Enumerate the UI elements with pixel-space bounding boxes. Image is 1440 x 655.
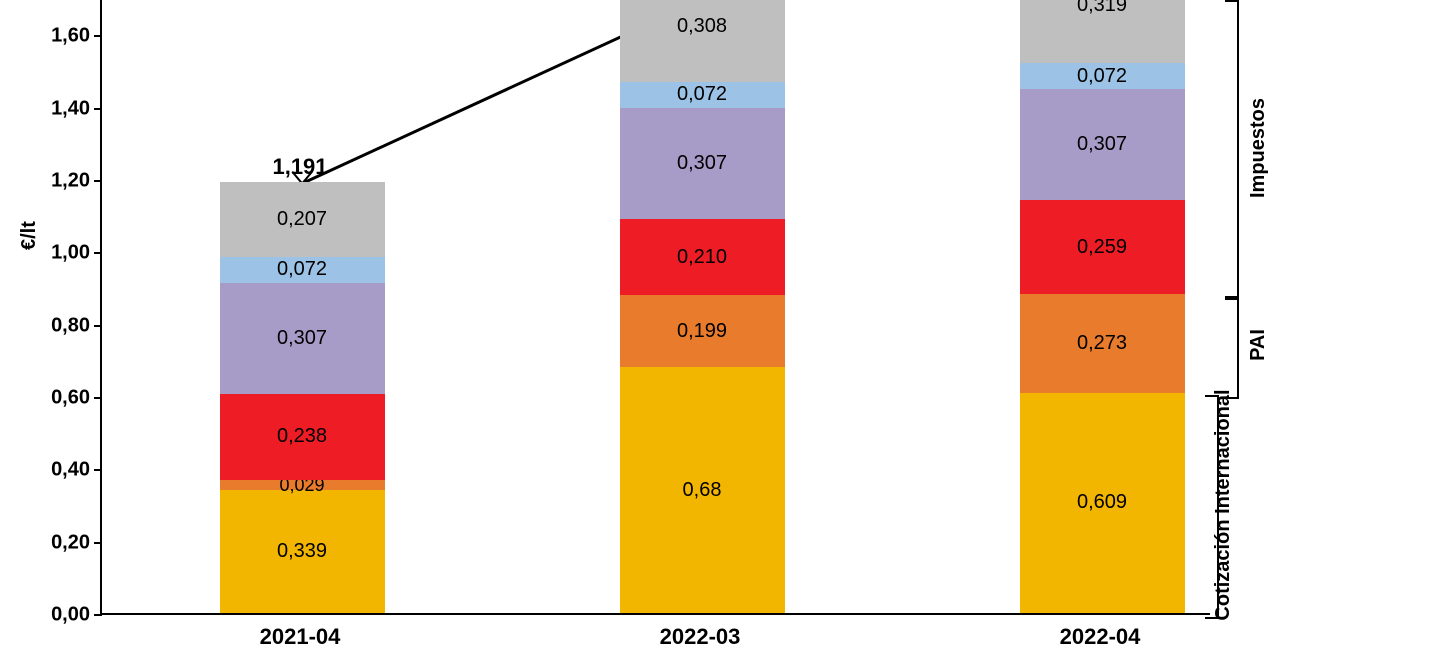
bar: 0,6090,2730,2590,3070,0720,319 <box>1020 0 1185 613</box>
bar-segment-pai_extra: 0,029 <box>220 480 385 490</box>
y-tick-mark <box>94 469 102 471</box>
y-tick-mark <box>94 325 102 327</box>
x-tick-label: 2022-04 <box>1060 624 1141 650</box>
bracket-label: Cotización Internacional <box>1212 389 1235 620</box>
bar-segment-purple: 0,307 <box>620 108 785 219</box>
bar: 0,3390,0290,2380,3070,0720,207 <box>220 182 385 613</box>
x-tick-label: 2022-03 <box>660 624 741 650</box>
bracket-label: PAI <box>1247 329 1270 361</box>
bar-segment-pai_extra: 0,199 <box>620 295 785 367</box>
stacked-bar-chart: €/lt 0,000,200,400,600,801,001,201,401,6… <box>0 0 1440 655</box>
bar-segment-iva: 0,207 <box>220 182 385 257</box>
x-tick-label: 2021-04 <box>260 624 341 650</box>
y-tick-mark <box>94 180 102 182</box>
bar-segment-cotizacion: 0,68 <box>620 367 785 613</box>
bar-segment-purple: 0,307 <box>220 283 385 394</box>
y-tick-mark <box>94 35 102 37</box>
bar-segment-red: 0,238 <box>220 394 385 480</box>
plot-area: 0,000,200,400,600,801,001,201,401,600,33… <box>100 0 1210 615</box>
bracket <box>1225 296 1239 399</box>
bar-segment-purple: 0,307 <box>1020 89 1185 200</box>
y-axis-label: €/lt <box>18 221 41 250</box>
bar-segment-iva: 0,319 <box>1020 0 1185 63</box>
bracket <box>1225 0 1239 300</box>
bar: 0,680,1990,2100,3070,0720,308 <box>620 0 785 613</box>
bar-segment-iva: 0,308 <box>620 0 785 82</box>
bar-segment-cotizacion: 0,609 <box>1020 393 1185 613</box>
bar-segment-red: 0,259 <box>1020 200 1185 294</box>
bar-segment-cotizacion: 0,339 <box>220 490 385 613</box>
y-tick-mark <box>94 108 102 110</box>
bar-segment-blue: 0,072 <box>1020 63 1185 89</box>
y-tick-mark <box>94 614 102 616</box>
bar-total-label: 1,191 <box>272 154 327 180</box>
y-tick-mark <box>94 397 102 399</box>
bar-segment-red: 0,210 <box>620 219 785 295</box>
bar-segment-blue: 0,072 <box>620 82 785 108</box>
bar-segment-pai_extra: 0,273 <box>1020 294 1185 393</box>
bracket-label: Impuestos <box>1247 98 1270 198</box>
bar-segment-blue: 0,072 <box>220 257 385 283</box>
y-tick-mark <box>94 542 102 544</box>
y-tick-mark <box>94 252 102 254</box>
